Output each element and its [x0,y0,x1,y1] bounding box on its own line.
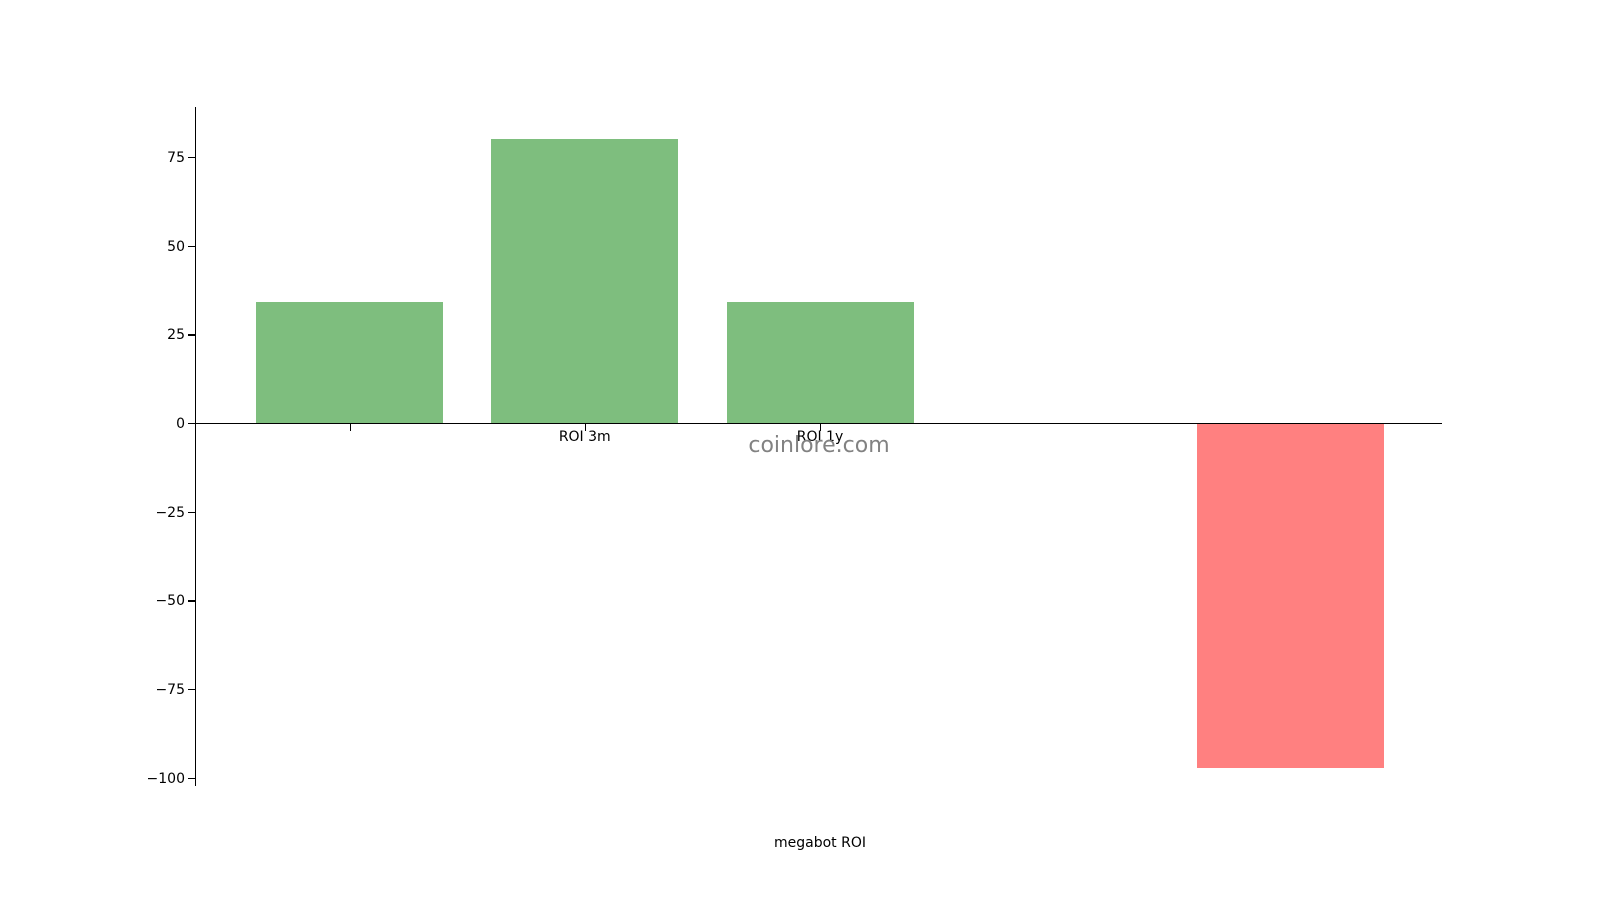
y-tick-mark [188,600,195,602]
y-tick-mark [188,423,195,425]
y-tick-label: 75 [167,149,185,166]
y-tick-mark [188,511,195,514]
y-tick-label: 0 [176,416,185,432]
bar-x4 [1197,424,1384,769]
x-tick-label: ROI 3m [558,429,611,445]
y-tick-label: 50 [167,238,185,255]
y-tick-label: −25 [155,504,185,521]
x-tick-mark [820,424,822,431]
y-tick-mark [188,245,195,247]
y-tick-label: −100 [146,770,185,787]
watermark-text: coinlore.com [748,433,890,458]
y-tick-mark [188,777,195,780]
y-tick-mark [188,689,195,691]
x-tick-mark [584,424,587,431]
x-axis-zero-line [196,423,1442,425]
y-tick-mark [188,156,195,159]
y-tick-label: −75 [155,682,185,699]
y-tick-label: −50 [155,593,185,610]
x-tick-label: ROI 1y [796,429,844,445]
chart-xlabel: megabot ROI [774,835,866,851]
bar-x0 [256,302,443,423]
bar-roi-3m [491,139,679,423]
y-tick-mark [188,334,195,336]
y-axis-spine [194,107,196,786]
x-tick-mark [349,424,351,431]
y-tick-label: 25 [167,327,185,344]
bar-roi-1y [726,302,914,423]
